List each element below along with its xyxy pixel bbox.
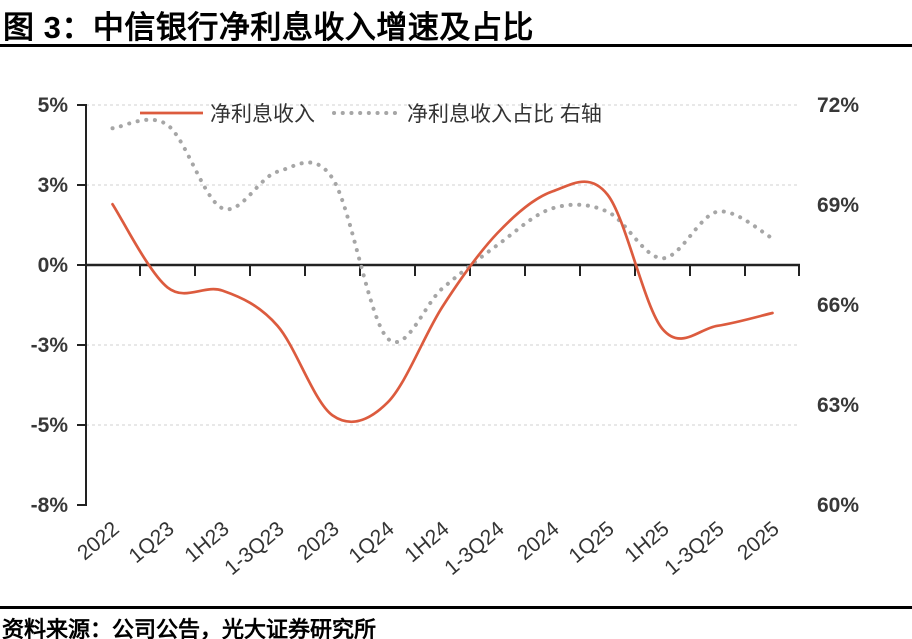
y-left-tick-label: -8% <box>31 494 69 517</box>
y-left-tick-label: 5% <box>38 94 69 117</box>
y-right-tick-label: 72% <box>817 94 859 117</box>
net-interest-income-series-line <box>111 180 774 424</box>
y-left-axis-labels: 5% 3% 0% -3% -5% -8% <box>31 94 69 517</box>
y-left-tick-label: -3% <box>31 334 69 357</box>
x-tick-label: 2023 <box>293 517 344 565</box>
y-right-tick-label: 66% <box>817 294 859 317</box>
figure-source: 资料来源：公司公告，光大证券研究所 <box>2 617 377 639</box>
x-tick-label: 2022 <box>73 517 124 565</box>
y-left-tick-label: -5% <box>31 414 69 437</box>
x-axis-ticks <box>139 266 800 276</box>
figure-title: 图 3：中信银行净利息收入增速及占比 <box>3 10 534 45</box>
y-left-tick-label: 0% <box>38 254 69 277</box>
x-tick-label: 1Q24 <box>345 517 399 568</box>
x-tick-label: 1Q25 <box>565 517 619 568</box>
x-tick-label: 1-3Q25 <box>660 517 728 580</box>
legend: 净利息收入 净利息收入占比 右轴 <box>140 103 602 126</box>
gridlines <box>86 104 800 426</box>
y-right-tick-label: 69% <box>817 194 859 217</box>
x-tick-label: 2025 <box>733 517 784 565</box>
nii-share-series-line <box>110 117 775 344</box>
x-tick-label: 1Q23 <box>125 517 179 568</box>
legend-label-net-interest-income: 净利息收入 <box>210 103 315 126</box>
y-right-axis-labels: 72% 69% 66% 63% 60% <box>817 94 859 517</box>
x-axis-labels: 2022 1Q23 1H23 1-3Q23 2023 1Q24 1H24 1-3… <box>73 517 784 580</box>
title-divider <box>0 44 912 47</box>
x-tick-label: 2024 <box>513 517 564 565</box>
source-divider <box>0 606 912 609</box>
y-left-axis-ticks <box>77 104 86 506</box>
y-right-tick-label: 60% <box>817 494 859 517</box>
y-right-tick-label: 63% <box>817 394 859 417</box>
legend-label-nii-share-right-axis: 净利息收入占比 右轴 <box>407 103 602 126</box>
x-tick-label: 1-3Q24 <box>440 517 509 580</box>
y-left-tick-label: 3% <box>38 174 69 197</box>
x-tick-label: 1-3Q23 <box>220 517 288 580</box>
